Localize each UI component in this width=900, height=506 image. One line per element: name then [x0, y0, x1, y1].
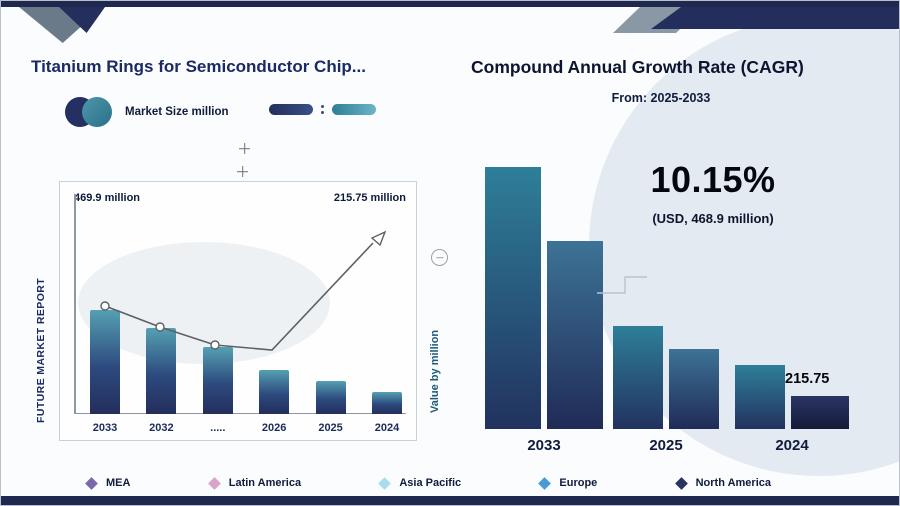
cagr-detail: (USD, 468.9 million) [652, 211, 774, 226]
market-size-bar [202, 347, 233, 414]
start-value-label: 469.9 million [74, 192, 141, 204]
bottom-border-strip [1, 496, 899, 505]
legend-item: Asia Pacific [378, 476, 462, 490]
market-size-legend: Market Size million [65, 95, 229, 129]
market-size-bar [371, 392, 402, 414]
legend-label: North America [695, 477, 771, 489]
market-size-bar [315, 381, 346, 414]
y-axis [74, 194, 76, 414]
legend-item: MEA [85, 476, 131, 490]
legend-item: Latin America [207, 476, 302, 490]
diamond-icon [85, 476, 98, 490]
cagr-bar [485, 167, 541, 429]
diamond-icon [674, 476, 688, 490]
right-bars: 2033 2025 2024 [479, 161, 879, 454]
end-market-value: 215.75 [785, 371, 830, 387]
chart-background-blob [78, 242, 330, 364]
sphere-teal-half [82, 97, 112, 127]
legend-label: Asia Pacific [399, 477, 462, 489]
market-size-bar [259, 370, 290, 414]
year-label: 2025 [649, 437, 683, 454]
year-label: 2033 [527, 437, 561, 454]
year-label: 2024 [374, 422, 400, 434]
market-size-chart: 469.9 million 215.75 million 2033 2032...… [59, 181, 417, 441]
end-value-label: 215.75 million [333, 192, 406, 204]
year-label: 2033 [92, 422, 118, 434]
minus-circle-icon [431, 249, 448, 266]
year-label: 2025 [318, 422, 343, 434]
cagr-subtitle: From: 2025-2033 [611, 91, 711, 105]
legend-label: Latin America [228, 477, 302, 489]
cagr-bar [669, 349, 719, 429]
left-bars: 2033 2032..... 2026 2025 2024 [90, 310, 402, 434]
x-axis [74, 412, 406, 414]
left-chart-title: Titanium Rings for Semiconductor Chip... [31, 57, 366, 76]
pill-separator [321, 105, 324, 114]
region-legend: MEA Latin America Asia Pacific Europe North … [85, 476, 771, 490]
market-size-bar [146, 328, 177, 414]
legend-item: Europe [538, 476, 598, 490]
plus-icon [237, 166, 248, 177]
legend-label: Europe [559, 477, 598, 489]
left-bar-group: ..... [202, 347, 233, 434]
left-bar-group: 2024 [371, 392, 402, 434]
diamond-icon [378, 476, 392, 490]
left-bar-group: 2032 [146, 328, 177, 434]
diamond-icon [538, 476, 552, 490]
teal-pill [332, 104, 376, 115]
step-line-deco [597, 276, 647, 294]
cagr-title: Compound Annual Growth Rate (CAGR) [471, 57, 804, 77]
market-size-legend-label: Market Size million [125, 106, 229, 118]
value-axis-label: Value by million [429, 329, 441, 413]
plus-icon [239, 143, 250, 154]
sphere-icon [65, 96, 113, 128]
cagr-bar [791, 396, 849, 429]
cagr-bar [547, 241, 603, 429]
cagr-bar-group: 2033 [485, 167, 603, 454]
year-label: 2024 [775, 437, 809, 454]
cagr-value: 10.15% [650, 159, 776, 200]
market-size-bar [90, 310, 120, 414]
cagr-bar [735, 365, 785, 429]
cagr-block: 10.15% (USD, 468.9 million) [581, 159, 845, 226]
legend-item: North America [674, 476, 771, 490]
left-bar-group: 2026 [259, 370, 290, 434]
navy-pill [269, 104, 313, 115]
cagr-bar-group: 2024 [735, 365, 849, 454]
legend-label: MEA [106, 477, 131, 489]
left-bar-group: 2033 [90, 310, 120, 434]
cagr-bar [613, 326, 663, 429]
cagr-bar-group: 2025 [613, 326, 719, 454]
gradient-pills [269, 104, 376, 115]
trend-line [100, 230, 387, 351]
report-side-label: FUTURE MARKET REPORT [35, 277, 47, 423]
year-label: 2026 [261, 422, 287, 434]
corner-deco-top-right-navy [651, 7, 899, 29]
diamond-icon [207, 476, 221, 490]
year-label: 2032 [149, 422, 174, 434]
top-border-strip [1, 1, 899, 7]
left-bar-group: 2025 [315, 381, 346, 434]
year-label: ..... [210, 422, 226, 434]
